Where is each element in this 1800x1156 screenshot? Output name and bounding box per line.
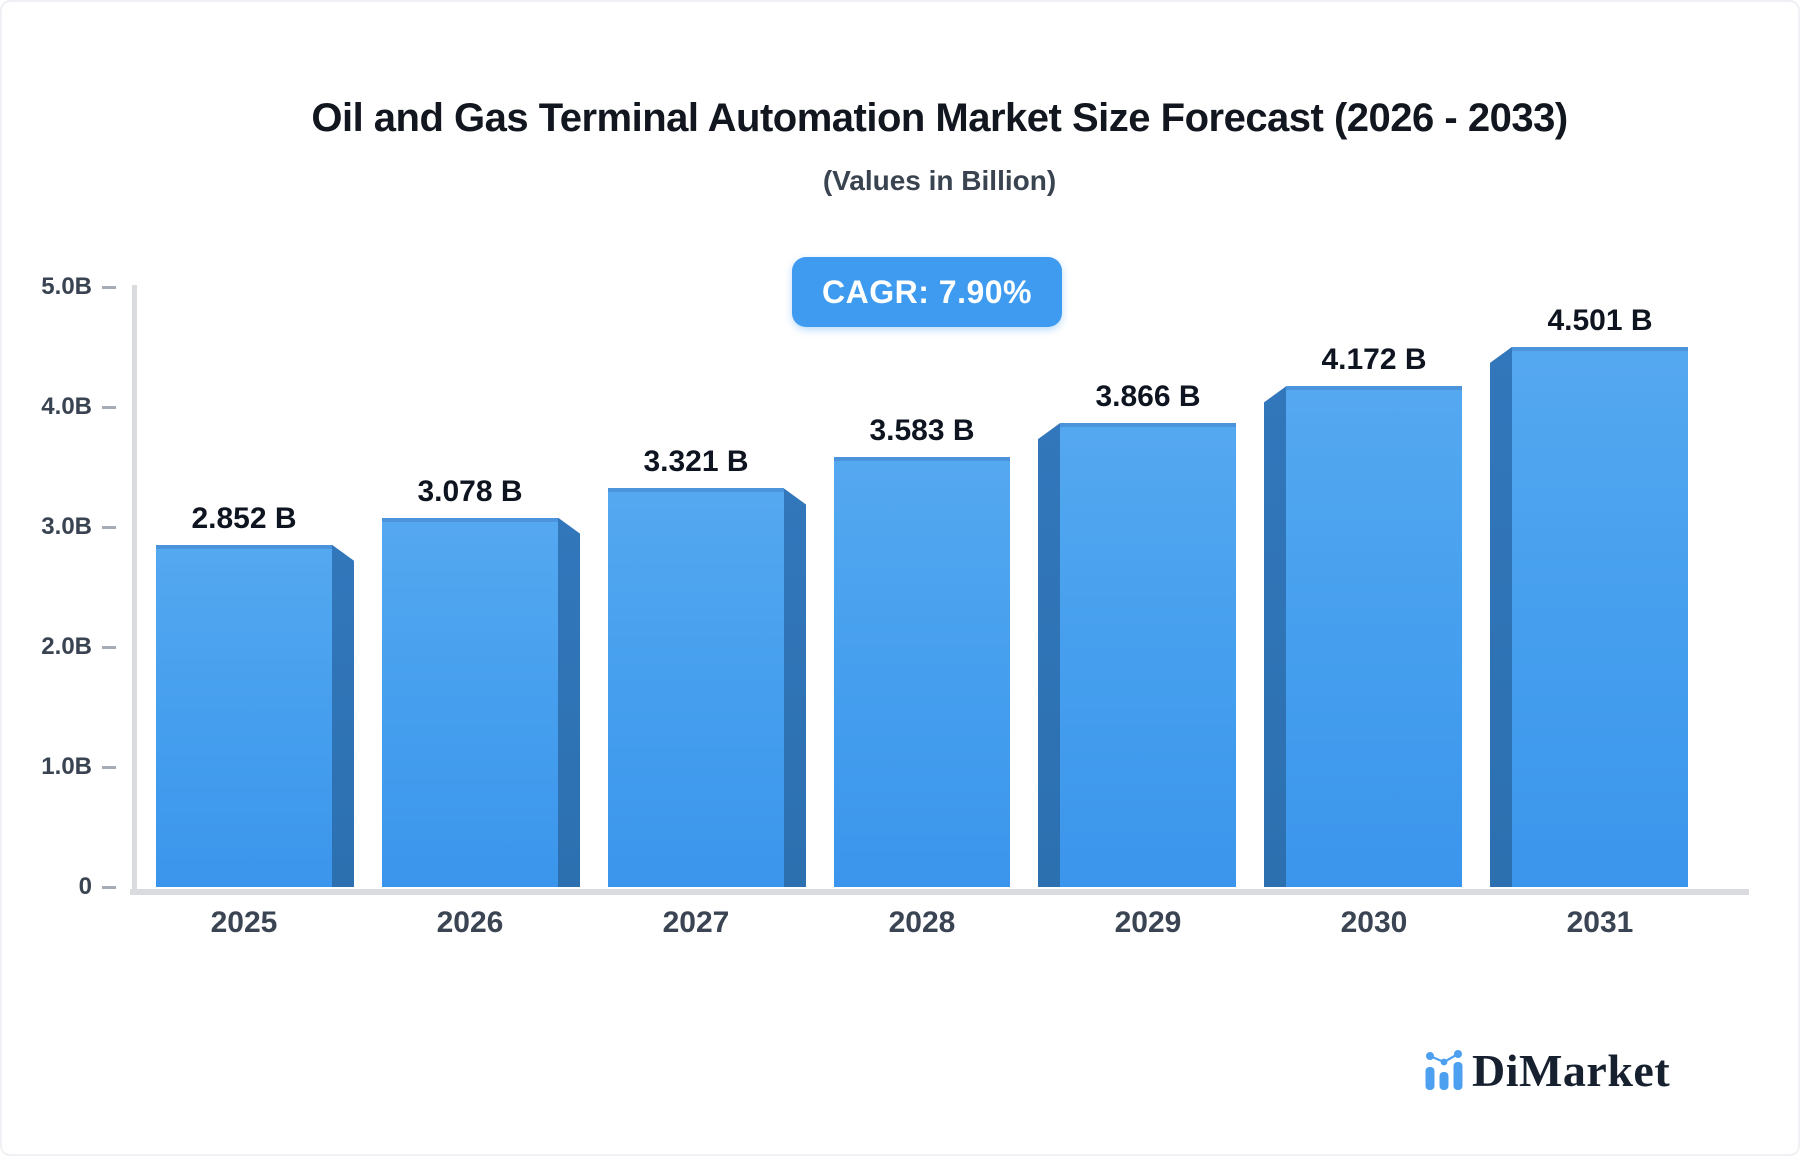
bar-value-label: 3.321 B <box>643 445 749 479</box>
bar-value-label: 4.172 B <box>1321 343 1427 377</box>
bar-top-edge <box>834 457 1010 462</box>
bar-face <box>834 457 1010 887</box>
bar-side-face <box>1490 346 1512 887</box>
y-tick-label: 5.0B <box>41 273 92 300</box>
bar-face <box>1512 346 1688 887</box>
x-tick-label: 2028 <box>888 906 956 939</box>
y-tick-label: 4.0B <box>41 393 92 420</box>
y-tick-dash <box>102 886 116 889</box>
y-tick-label: 3.0B <box>41 513 92 540</box>
bar-face <box>156 544 332 887</box>
chart-title: Oil and Gas Terminal Automation Market S… <box>311 96 1568 140</box>
x-tick-label: 2031 <box>1566 906 1634 939</box>
bar-side-face <box>332 544 354 887</box>
chart-subtitle: (Values in Billion) <box>822 165 1057 196</box>
bar-side-face <box>558 517 580 887</box>
x-tick-label: 2025 <box>210 906 278 939</box>
cagr-badge: CAGR: 7.90% <box>792 257 1062 327</box>
bar-face <box>382 517 558 887</box>
bar-2027 <box>608 488 806 887</box>
bar-value-label: 3.078 B <box>417 474 523 508</box>
bar-2031 <box>1490 346 1688 887</box>
bar-2028 <box>834 457 1010 887</box>
x-tick-label: 2030 <box>1340 906 1408 939</box>
y-tick-dash <box>102 406 116 409</box>
bar-2029 <box>1038 423 1236 887</box>
bar-2026 <box>382 517 580 887</box>
bar-top-edge <box>608 488 784 493</box>
bar-top-edge <box>156 544 332 549</box>
bar-value-label: 4.501 B <box>1547 303 1653 337</box>
bar-value-label: 3.583 B <box>869 414 975 448</box>
x-axis-line <box>130 889 1749 895</box>
bar-face <box>1060 423 1236 887</box>
x-tick-label: 2026 <box>436 906 504 939</box>
x-tick-label: 2027 <box>662 906 730 939</box>
brand-name: DiMarket <box>1472 1045 1671 1096</box>
bar-chart-logo-icon <box>1425 1050 1463 1090</box>
y-tick-label: 0 <box>78 873 92 900</box>
y-tick-dash <box>102 646 116 649</box>
bar-top-edge <box>1286 386 1462 391</box>
bar-face <box>608 488 784 887</box>
bar-value-label: 2.852 B <box>191 501 297 535</box>
bar-side-face <box>1038 423 1060 887</box>
bar-2025 <box>156 544 354 887</box>
y-axis-line <box>132 285 137 895</box>
y-tick-dash <box>102 526 116 529</box>
y-tick-label: 2.0B <box>41 633 92 660</box>
bar-top-edge <box>1060 423 1236 428</box>
bar-side-face <box>784 488 806 887</box>
bar-2030 <box>1264 386 1462 887</box>
bar-value-label: 3.866 B <box>1095 380 1201 414</box>
bar-top-edge <box>382 517 558 522</box>
y-tick-dash <box>102 766 116 769</box>
bar-top-edge <box>1512 346 1688 351</box>
bar-face <box>1286 386 1462 887</box>
y-tick-dash <box>102 286 116 289</box>
y-tick-label: 1.0B <box>41 753 92 780</box>
bar-side-face <box>1264 386 1286 887</box>
x-tick-label: 2029 <box>1114 906 1182 939</box>
